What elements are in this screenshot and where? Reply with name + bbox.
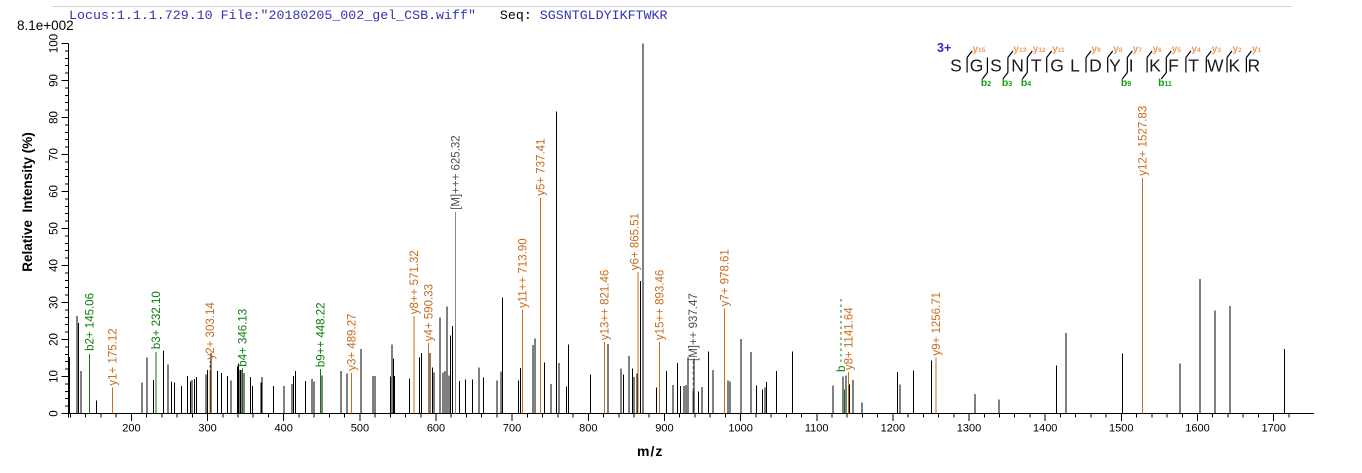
svg-text:y13++ 821.46: y13++ 821.46 bbox=[600, 270, 612, 340]
svg-text:y8+ 1141.64: y8+ 1141.64 bbox=[844, 307, 856, 370]
svg-text:I: I bbox=[1129, 56, 1134, 76]
svg-text:8.1e+002: 8.1e+002 bbox=[17, 18, 74, 33]
svg-text:800: 800 bbox=[579, 423, 597, 435]
svg-text:b9: b9 bbox=[1121, 77, 1131, 89]
svg-text:1300: 1300 bbox=[957, 423, 981, 435]
svg-text:20: 20 bbox=[49, 333, 61, 346]
svg-text:y2: y2 bbox=[1233, 44, 1243, 55]
svg-text:y13: y13 bbox=[1013, 44, 1026, 55]
svg-text:K: K bbox=[1149, 56, 1161, 76]
svg-text:b3+ 232.10: b3+ 232.10 bbox=[151, 291, 163, 349]
svg-text:y7: y7 bbox=[1133, 44, 1143, 55]
svg-text:y7+ 978.61: y7+ 978.61 bbox=[719, 249, 731, 306]
svg-text:70: 70 bbox=[49, 148, 61, 161]
svg-text:y5: y5 bbox=[1172, 44, 1182, 55]
svg-text:y6+ 865.51: y6+ 865.51 bbox=[630, 213, 642, 270]
svg-text:b4+ 346.13: b4+ 346.13 bbox=[238, 309, 250, 367]
svg-text:y9+ 1256.71: y9+ 1256.71 bbox=[931, 292, 943, 356]
svg-text:N: N bbox=[1011, 56, 1024, 76]
svg-text:60: 60 bbox=[49, 185, 61, 198]
svg-text:b9++ 448.22: b9++ 448.22 bbox=[315, 303, 327, 368]
svg-text:y4: y4 bbox=[1191, 44, 1201, 55]
svg-text:y15: y15 bbox=[973, 44, 986, 55]
svg-text:200: 200 bbox=[122, 423, 140, 435]
svg-text:F: F bbox=[1168, 56, 1179, 76]
svg-text:y1+ 175.12: y1+ 175.12 bbox=[108, 328, 120, 385]
svg-text:K: K bbox=[1229, 56, 1241, 76]
svg-text:y4+ 590.33: y4+ 590.33 bbox=[424, 284, 436, 341]
svg-text:1000: 1000 bbox=[728, 423, 752, 435]
svg-text:1600: 1600 bbox=[1185, 423, 1209, 435]
svg-text:y5+ 737.41: y5+ 737.41 bbox=[536, 139, 548, 196]
svg-text:W: W bbox=[1207, 56, 1224, 76]
svg-text:y12: y12 bbox=[1033, 44, 1046, 55]
svg-text:b2: b2 bbox=[981, 77, 991, 89]
svg-text:30: 30 bbox=[49, 296, 61, 309]
svg-text:y6: y6 bbox=[1153, 44, 1163, 55]
svg-text:1400: 1400 bbox=[1033, 423, 1057, 435]
svg-text:Locus:1.1.1.729.10 File:"20180: Locus:1.1.1.729.10 File:"20180205_002_ge… bbox=[69, 8, 667, 23]
svg-text:400: 400 bbox=[275, 423, 293, 435]
svg-text:T: T bbox=[1188, 56, 1199, 76]
svg-text:700: 700 bbox=[503, 423, 521, 435]
svg-text:y9: y9 bbox=[1092, 44, 1102, 55]
svg-text:D: D bbox=[1089, 56, 1102, 76]
svg-text:T: T bbox=[1031, 56, 1042, 76]
svg-text:300: 300 bbox=[198, 423, 216, 435]
svg-text:y8: y8 bbox=[1113, 44, 1123, 55]
svg-text:Y: Y bbox=[1109, 56, 1121, 76]
svg-text:R: R bbox=[1247, 56, 1260, 76]
svg-text:S: S bbox=[950, 56, 962, 76]
svg-text:500: 500 bbox=[351, 423, 369, 435]
svg-text:y1: y1 bbox=[1252, 44, 1262, 55]
svg-text:900: 900 bbox=[655, 423, 673, 435]
svg-text:y2+ 303.14: y2+ 303.14 bbox=[205, 302, 217, 360]
svg-text:[M]++ 937.47: [M]++ 937.47 bbox=[688, 293, 700, 361]
svg-text:y11: y11 bbox=[1052, 44, 1065, 55]
svg-text:G: G bbox=[1050, 56, 1064, 76]
svg-text:L: L bbox=[1070, 56, 1080, 76]
svg-text:y3: y3 bbox=[1212, 44, 1222, 55]
svg-text:b4: b4 bbox=[1021, 77, 1031, 89]
svg-text:1200: 1200 bbox=[881, 423, 905, 435]
svg-text:y8++ 571.32: y8++ 571.32 bbox=[409, 250, 421, 314]
svg-text:1500: 1500 bbox=[1109, 423, 1133, 435]
svg-text:G: G bbox=[970, 56, 984, 76]
svg-text:y11++ 713.90: y11++ 713.90 bbox=[518, 238, 530, 308]
svg-text:Relative Intensity (%): Relative Intensity (%) bbox=[20, 132, 35, 272]
svg-text:50: 50 bbox=[49, 222, 61, 235]
svg-text:1100: 1100 bbox=[805, 423, 829, 435]
svg-text:40: 40 bbox=[49, 259, 61, 272]
svg-text:[M]+++ 625.32: [M]+++ 625.32 bbox=[450, 135, 462, 210]
svg-text:90: 90 bbox=[49, 74, 61, 87]
svg-text:y12+ 1527.83: y12+ 1527.83 bbox=[1138, 106, 1150, 176]
svg-text:600: 600 bbox=[427, 423, 445, 435]
svg-text:10: 10 bbox=[49, 370, 61, 383]
svg-text:y15++ 893.46: y15++ 893.46 bbox=[655, 270, 667, 340]
svg-text:m/z: m/z bbox=[637, 443, 663, 459]
svg-text:S: S bbox=[990, 56, 1002, 76]
svg-text:1700: 1700 bbox=[1261, 423, 1285, 435]
svg-text:80: 80 bbox=[49, 111, 61, 124]
svg-text:3+: 3+ bbox=[937, 41, 951, 55]
svg-text:b2+ 145.06: b2+ 145.06 bbox=[85, 293, 97, 351]
svg-text:b3: b3 bbox=[1002, 77, 1012, 89]
svg-text:b: b bbox=[836, 366, 848, 372]
svg-text:0: 0 bbox=[49, 410, 61, 416]
svg-text:y3+ 489.27: y3+ 489.27 bbox=[347, 314, 359, 371]
svg-text:100: 100 bbox=[49, 34, 61, 53]
